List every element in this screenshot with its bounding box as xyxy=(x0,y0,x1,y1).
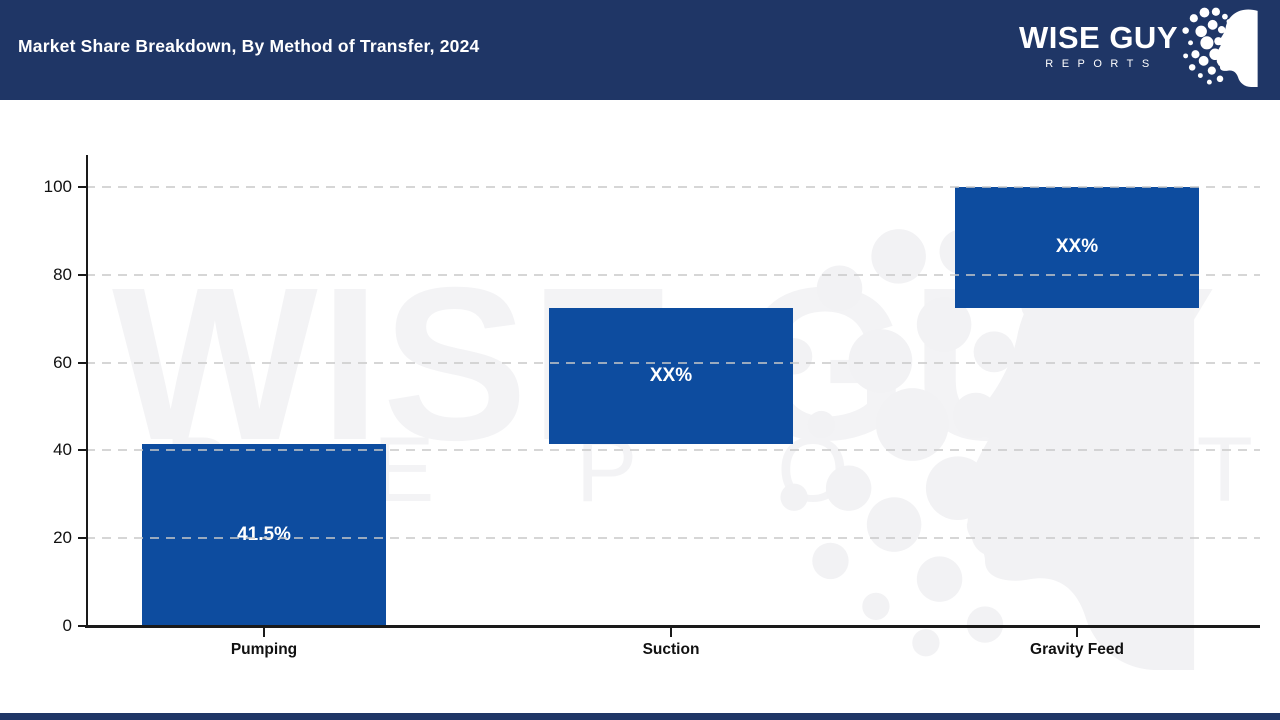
x-category-label-gravity-feed: Gravity Feed xyxy=(1030,641,1124,658)
bar-value-label: 41.5% xyxy=(237,523,291,545)
y-tick-label-0: 0 xyxy=(62,616,72,635)
y-axis-spine xyxy=(86,155,88,628)
bar-pumping: 41.5% xyxy=(142,443,386,626)
bar-suction: XX% xyxy=(549,307,793,444)
wise-guy-reports-logo: WISE GUY REPORTS xyxy=(1006,6,1266,96)
logo-wordmark: WISE GUY REPORTS xyxy=(1006,20,1191,70)
logo-wordmark-line1: WISE GUY xyxy=(1018,20,1178,55)
y-tick-label-20: 20 xyxy=(53,528,72,548)
x-category-label-suction: Suction xyxy=(642,641,700,658)
dotted-head-profile-icon xyxy=(1182,7,1258,87)
chart-title: Market Share Breakdown, By Method of Tra… xyxy=(18,36,480,56)
y-tick-0 xyxy=(78,625,86,627)
x-category-label-pumping: Pumping xyxy=(230,641,298,658)
x-tick-3 xyxy=(1076,628,1078,637)
y-tick-40 xyxy=(78,449,86,452)
y-tick-60 xyxy=(78,361,86,364)
y-tick-100 xyxy=(78,186,86,188)
bar-gravity-feed: XX% xyxy=(955,187,1199,308)
bar-value-label: XX% xyxy=(1055,236,1099,258)
gridline-60 xyxy=(86,361,1260,364)
logo-wordmark-line2: REPORTS xyxy=(1045,58,1158,70)
y-tick-80 xyxy=(78,273,86,276)
x-axis-spine xyxy=(85,625,1260,628)
y-tick-label-60: 60 xyxy=(53,352,72,372)
gridline-100 xyxy=(86,186,1260,188)
watermark-dotted-head-profile-icon xyxy=(775,229,1195,671)
y-tick-label-80: 80 xyxy=(53,264,72,284)
y-tick-label-40: 40 xyxy=(53,440,72,460)
x-tick-2 xyxy=(670,628,672,637)
bar-value-label: XX% xyxy=(649,364,693,386)
y-tick-20 xyxy=(78,537,86,540)
gridline-20 xyxy=(86,537,1260,540)
y-tick-label-100: 100 xyxy=(43,177,72,196)
header-band: Market Share Breakdown, By Method of Tra… xyxy=(0,0,1280,100)
x-tick-1 xyxy=(263,628,265,637)
footer-band xyxy=(0,713,1280,720)
gridline-80 xyxy=(86,273,1260,276)
gridline-40 xyxy=(86,449,1260,452)
